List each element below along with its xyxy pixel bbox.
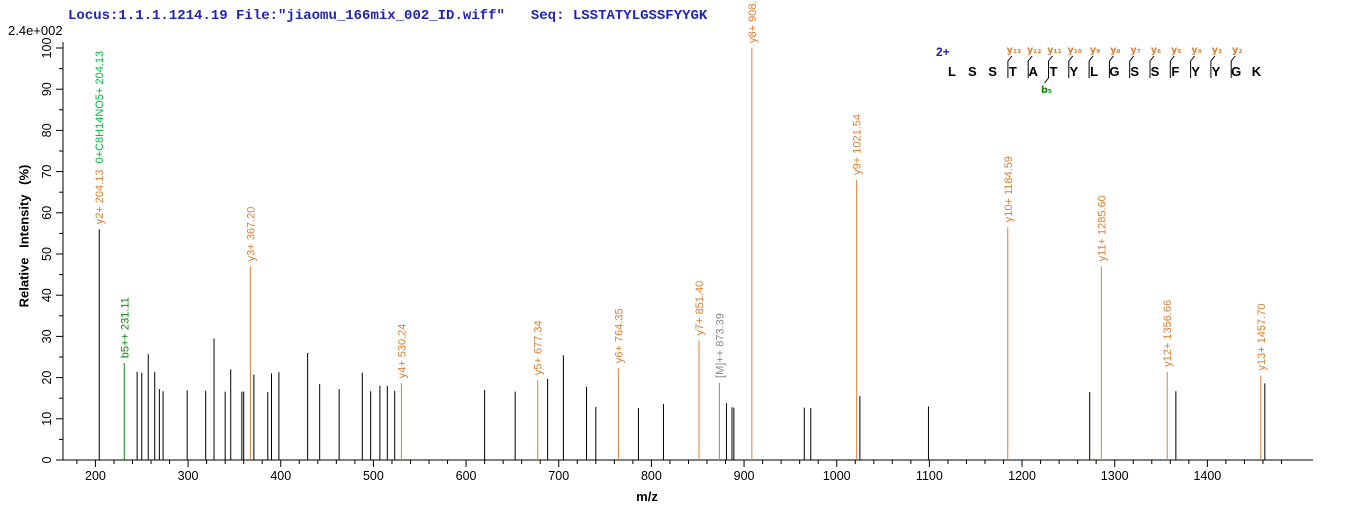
y-ion-tick [1149, 55, 1155, 62]
x-tick-label: 1200 [1008, 469, 1036, 483]
y-tick-label: 70 [40, 165, 54, 179]
peak-label: y7+ 851.40 [694, 281, 706, 336]
y-tick-label: 80 [40, 123, 54, 137]
residue-letter: Y [1069, 64, 1078, 79]
y-tick-label: 60 [40, 206, 54, 220]
peak-annotations: y2+ 204.13 0+C8H14NO5+ 204.13 b5++ 231.11… [94, 0, 1268, 378]
y-ion-tick [1109, 55, 1114, 62]
y-tick-label: 50 [40, 247, 54, 261]
locus-file-label: Locus:1.1.1.1214.19 File:"jiaomu_166mix_… [68, 8, 505, 24]
residue-letter: Y [1191, 64, 1200, 79]
x-tick-label: 1400 [1193, 469, 1221, 483]
y-ion-tick [1027, 55, 1033, 62]
y-ion-tick [1169, 55, 1175, 62]
y-ion-label: y₁₃ [1007, 45, 1022, 56]
x-tick-label: 300 [178, 469, 199, 483]
residue-letter: T [1050, 64, 1058, 79]
y-ion-label: y₈ [1110, 45, 1120, 56]
residue-letter: T [1009, 64, 1017, 79]
y-ion-tick [1007, 55, 1013, 62]
y-ion-label: y₁₁ [1047, 45, 1062, 56]
y-ion-tick [1048, 55, 1053, 62]
y-ion-tick [1068, 55, 1074, 62]
peak-label: y4+ 530.24 [396, 324, 408, 379]
b-ion-label: b₅ [1041, 85, 1052, 96]
x-axis-title: m/z [636, 489, 658, 504]
y-tick-label: 20 [40, 371, 54, 385]
y-tick-label: 10 [40, 412, 54, 426]
residue-letter: Y [1212, 64, 1221, 79]
peak-label: [M]++ 873.39 [714, 313, 726, 378]
y-tick-label: 30 [40, 329, 54, 343]
residue-letter: S [988, 64, 997, 79]
y-tick-label: 100 [40, 38, 54, 59]
residue-letter: S [968, 64, 977, 79]
peak-label: y11+ 1285.60 [1096, 195, 1108, 261]
y-tick-label: 40 [40, 288, 54, 302]
peak-label: y5+ 677.34 [533, 320, 545, 375]
b-ion-tick [1044, 77, 1049, 84]
y-ion-tick [1088, 55, 1094, 62]
y-tick-label: 0 [40, 456, 54, 463]
x-tick-label: 200 [85, 469, 106, 483]
residue-letter: G [1231, 64, 1241, 79]
peak-label: y6+ 764.35 [613, 308, 625, 363]
x-tick-label: 1000 [823, 469, 851, 483]
y-ion-tick [1210, 55, 1216, 62]
y-ion-label: y₁₀ [1068, 45, 1083, 56]
sequence-label: Seq: LSSTATYLGSSFYYGK [530, 8, 708, 24]
residue-letter: L [1090, 64, 1098, 79]
residue-letter: F [1171, 64, 1179, 79]
x-tick-label: 1100 [916, 469, 943, 483]
y-ion-label: y₄ [1191, 45, 1201, 56]
x-tick-label: 800 [641, 469, 662, 483]
peak-label: y2+ 204.13 0+C8H14NO5+ 204.13 [94, 51, 106, 224]
peak-label: y12+ 1356.66 [1162, 300, 1174, 367]
y-ion-label: y₂ [1232, 45, 1242, 56]
y-ion-label: y₁₂ [1027, 45, 1042, 56]
x-tick-label: 600 [456, 469, 477, 483]
residue-letter: S [1130, 64, 1139, 79]
header-bar: Locus:1.1.1.1214.19 File:"jiaomu_166mix_… [68, 8, 707, 24]
y-ion-label: y₇ [1131, 45, 1141, 56]
peak-label: b5++ 231.11 [119, 297, 131, 358]
peak-label: y10+ 1184.59 [1003, 156, 1015, 222]
peak-label: y13+ 1457.70 [1256, 304, 1268, 371]
x-tick-label: 900 [734, 469, 755, 483]
y-ion-label: y₃ [1212, 45, 1222, 56]
spectrum-peaks [98, 48, 1266, 460]
x-tick-label: 1300 [1101, 469, 1129, 483]
residue-letter: G [1109, 64, 1119, 79]
y-ion-tick [1129, 55, 1135, 62]
residue-letter: K [1252, 64, 1262, 79]
peak-label: y8+ 908.42 [747, 0, 759, 43]
peak-label: y3+ 367.20 [245, 207, 257, 262]
residue-letter: L [948, 64, 956, 79]
y-tick-label: 90 [40, 82, 54, 96]
x-tick-label: 400 [270, 469, 291, 483]
peak-label: y9+ 1021.54 [852, 114, 864, 175]
x-tick-label: 500 [363, 469, 384, 483]
y-ion-tick [1230, 55, 1236, 62]
precursor-charge-label: 2+ [936, 45, 950, 59]
residue-letter: S [1151, 64, 1160, 79]
y-ion-label: y₆ [1151, 45, 1161, 56]
y-ion-label: y₅ [1171, 45, 1181, 56]
max-intensity-label: 2.4e+002 [8, 23, 63, 38]
y-ion-label: y₉ [1090, 45, 1100, 56]
y-ion-tick [1190, 55, 1195, 62]
residue-letter: A [1029, 64, 1039, 79]
x-tick-label: 700 [548, 469, 569, 483]
